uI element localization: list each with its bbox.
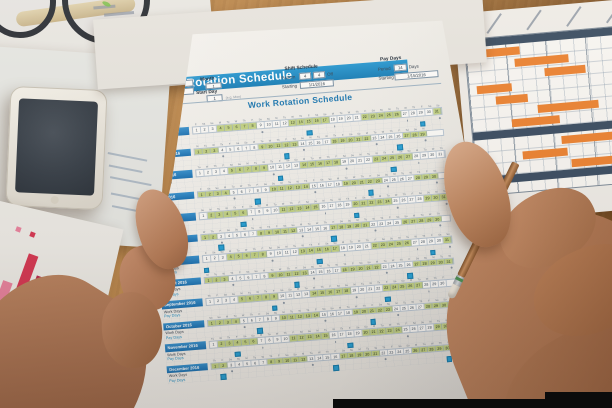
- work-mark: [233, 284, 235, 286]
- work-mark: [397, 206, 399, 208]
- work-mark: [244, 326, 246, 328]
- smartphone: [5, 85, 108, 211]
- paper-text-line: [109, 176, 152, 187]
- work-mark: [344, 254, 346, 256]
- day-cell: 31: [443, 237, 451, 243]
- gantt-header-label: [526, 9, 542, 31]
- day-cell: 31: [436, 151, 444, 157]
- work-mark: [436, 182, 438, 184]
- month-label: October 2016: [163, 320, 204, 331]
- work-mark: [355, 296, 357, 298]
- work-mark: [345, 167, 347, 169]
- work-mark: [315, 191, 317, 193]
- pay-day-marker: [333, 365, 339, 371]
- gantt-header-label: [566, 6, 582, 27]
- pattern-off-field: 4: [313, 71, 325, 78]
- work-mark: [335, 341, 337, 343]
- pattern-off-label: Off: [326, 71, 334, 77]
- work-mark: [385, 358, 387, 360]
- work-mark: [407, 335, 409, 337]
- work-mark: [252, 218, 254, 220]
- day-cell: [442, 216, 450, 222]
- watermark-bar: [333, 399, 612, 408]
- work-mark: [418, 162, 420, 164]
- work-mark: [312, 364, 314, 366]
- work-mark: [273, 173, 275, 175]
- work-mark: [439, 225, 441, 227]
- work-mark: [386, 272, 388, 274]
- work-mark: [283, 302, 285, 304]
- pay-days-row-label: Pay Days: [169, 377, 186, 384]
- work-mark: [406, 119, 408, 121]
- pattern-on-field: 4: [299, 72, 311, 79]
- pay-starting-label: Starting: [378, 74, 394, 81]
- bar-chart-legend: [15, 226, 36, 238]
- work-mark: [313, 278, 315, 280]
- work-mark: [387, 186, 389, 188]
- work-mark: [303, 149, 305, 151]
- work-mark: [375, 230, 377, 232]
- work-mark: [324, 212, 326, 214]
- work-mark: [222, 155, 224, 157]
- month-field: 1: [205, 82, 221, 90]
- work-mark: [397, 314, 399, 316]
- watermark-bar: [545, 392, 612, 408]
- paper-text-line: [108, 164, 143, 173]
- day-cell: [435, 130, 443, 136]
- paper-text-line: [107, 152, 148, 162]
- month-label: November 2016: [165, 341, 206, 352]
- phone-screen: [15, 98, 99, 196]
- work-mark: [262, 346, 264, 348]
- legend-swatch: [29, 231, 36, 238]
- work-mark: [221, 242, 223, 244]
- shift-starting-label: Starting: [281, 83, 298, 90]
- work-mark: [424, 140, 426, 142]
- period-label: Period: [377, 65, 391, 72]
- legend-swatch: [15, 226, 22, 233]
- phone-home-button: [50, 195, 59, 205]
- month-label: December 2016: [166, 363, 207, 374]
- work-mark: [439, 117, 441, 119]
- period-unit-label: Days: [408, 63, 419, 70]
- work-mark: [451, 267, 453, 269]
- gantt-bar: [495, 93, 528, 105]
- work-mark: [334, 125, 336, 127]
- day-cell: 31: [433, 108, 441, 114]
- work-mark: [271, 259, 273, 261]
- pay-day-marker: [220, 374, 226, 380]
- work-mark: [417, 248, 419, 250]
- work-mark: [428, 290, 430, 292]
- work-mark: [445, 203, 447, 205]
- work-mark: [302, 235, 304, 237]
- day-cell: 31: [445, 258, 453, 264]
- work-mark: [449, 245, 451, 247]
- gantt-header-label: [606, 2, 612, 24]
- shift-starting-field: 1/1/2016: [300, 79, 334, 88]
- gantt-bar: [511, 115, 561, 128]
- work-mark: [376, 143, 378, 145]
- work-mark: [325, 320, 327, 322]
- period-field: 14: [394, 64, 407, 71]
- work-mark: [234, 198, 236, 200]
- gantt-header-label: [486, 13, 502, 34]
- work-mark: [231, 370, 233, 372]
- work-mark: [261, 131, 263, 133]
- gantt-bar: [571, 155, 612, 168]
